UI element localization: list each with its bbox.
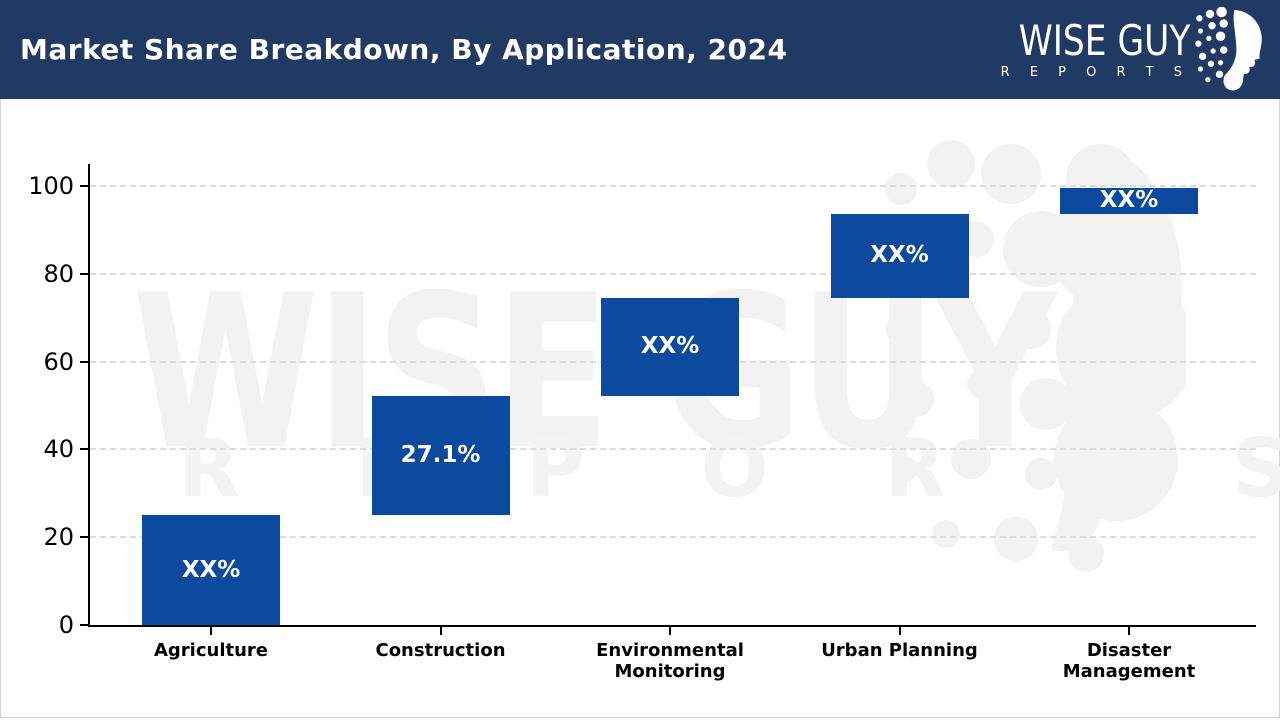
x-tick-mark bbox=[669, 627, 671, 635]
bar-value-label: XX% bbox=[1099, 187, 1159, 214]
x-tick-mark bbox=[898, 627, 901, 635]
brand-logo: WISE GUY R E P O R T S bbox=[981, 5, 1266, 95]
x-category-label-construction: Construction bbox=[375, 640, 506, 661]
x-axis-line bbox=[88, 625, 1256, 627]
waterfall-bar-construction: 27.1% bbox=[371, 396, 510, 516]
y-tick-mark bbox=[80, 185, 88, 187]
y-tick-mark bbox=[80, 536, 88, 539]
bar-value-label: XX% bbox=[640, 333, 700, 360]
y-tick-mark bbox=[80, 624, 88, 626]
waterfall-bar-agriculture: XX% bbox=[142, 515, 280, 625]
waterfall-bar-environmental-monitoring: XX% bbox=[601, 297, 739, 397]
page-title: Market Share Breakdown, By Application, … bbox=[20, 33, 788, 66]
brand-logo-text: WISE GUY R E P O R T S bbox=[981, 15, 1190, 81]
y-tick-mark bbox=[80, 272, 88, 275]
y-tick-label: 20 bbox=[43, 523, 74, 552]
head-silhouette-icon bbox=[1195, 6, 1262, 90]
bar-value-label: XX% bbox=[181, 556, 241, 583]
y-tick-label: 80 bbox=[43, 259, 74, 288]
logo-subtitle: R E P O R T S bbox=[1000, 64, 1190, 80]
x-category-label-urban-planning: Urban Planning bbox=[821, 640, 978, 661]
gridline-80 bbox=[90, 272, 1256, 275]
x-category-label-disaster-management: Disaster Management bbox=[1062, 640, 1196, 682]
bar-value-label: 27.1% bbox=[400, 442, 481, 469]
y-tick-mark bbox=[80, 360, 88, 363]
bar-value-label: XX% bbox=[870, 242, 929, 269]
y-axis-line bbox=[88, 164, 90, 627]
y-tick-mark bbox=[80, 448, 88, 451]
gridline-40 bbox=[90, 448, 1256, 451]
x-category-label-agriculture: Agriculture bbox=[153, 640, 269, 661]
x-category-label-environmental-monitoring: Environmental Monitoring bbox=[596, 640, 744, 682]
waterfall-bar-urban-planning: XX% bbox=[830, 213, 969, 298]
y-tick-label: 40 bbox=[43, 435, 74, 464]
x-tick-mark bbox=[439, 627, 442, 635]
header: Market Share Breakdown, By Application, … bbox=[0, 0, 1280, 99]
y-tick-label: 60 bbox=[43, 347, 74, 376]
x-tick-mark bbox=[210, 627, 212, 635]
waterfall-bar-disaster-management: XX% bbox=[1060, 187, 1198, 214]
logo-wordmark: WISE GUY bbox=[1018, 15, 1190, 65]
gridline-20 bbox=[90, 536, 1256, 539]
gridline-100 bbox=[90, 185, 1256, 187]
x-tick-mark bbox=[1128, 627, 1130, 635]
y-tick-label: 100 bbox=[28, 172, 74, 200]
y-tick-label: 0 bbox=[58, 611, 74, 639]
